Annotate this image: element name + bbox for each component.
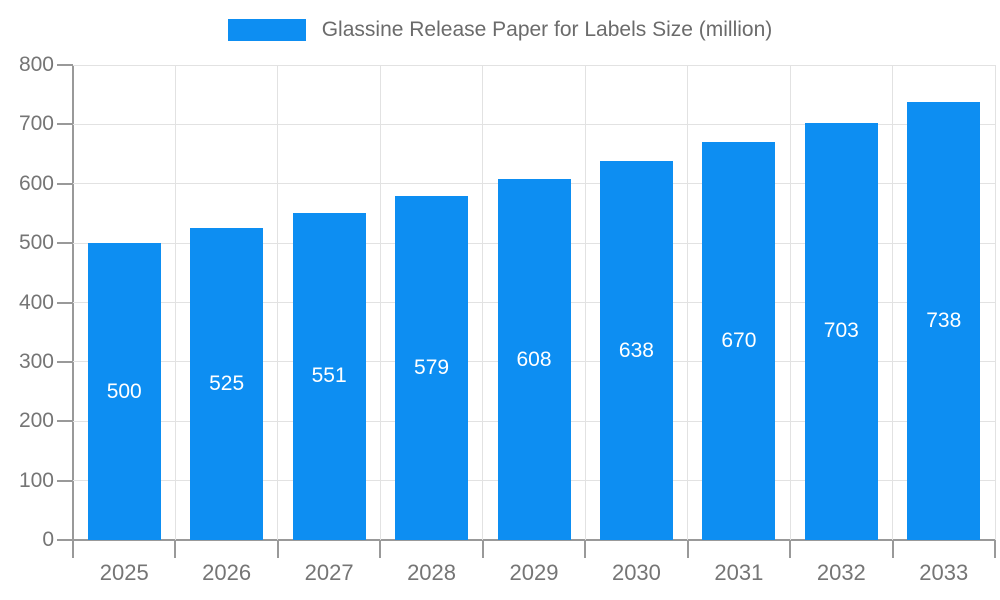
x-tick-label-2032: 2032 — [816, 560, 866, 585]
x-tick-3 — [379, 540, 382, 558]
x-tick-label-2031: 2031 — [714, 560, 764, 585]
legend-label: Glassine Release Paper for Labels Size (… — [321, 18, 773, 41]
bar-2033[interactable] — [907, 101, 981, 540]
bar-2031[interactable] — [702, 142, 776, 540]
bar-2032[interactable] — [804, 122, 878, 540]
gridline-x-5 — [584, 65, 586, 540]
y-tick-label-500: 500 — [18, 231, 54, 255]
gridline-x-6 — [687, 65, 689, 540]
y-tick-700 — [57, 123, 73, 126]
y-tick-300 — [57, 360, 73, 363]
x-tick-4 — [481, 540, 484, 558]
bar-2027[interactable] — [292, 212, 366, 540]
x-tick-label-2029: 2029 — [509, 560, 559, 585]
x-tick-8 — [891, 540, 894, 558]
x-axis-line — [62, 539, 995, 541]
y-tick-label-100: 100 — [18, 468, 54, 492]
y-tick-label-400: 400 — [18, 290, 54, 314]
y-tick-label-300: 300 — [18, 349, 54, 373]
y-tick-400 — [57, 301, 73, 304]
y-tick-label-600: 600 — [18, 171, 54, 195]
bar-value-label-2033: 738 — [926, 308, 962, 332]
bar-value-label-2028: 579 — [414, 356, 450, 380]
gridline-x-2 — [277, 65, 279, 540]
x-tick-label-2028: 2028 — [407, 560, 457, 585]
bar-value-label-2032: 703 — [823, 319, 859, 343]
gridline-y-700 — [73, 123, 995, 125]
bar-value-label-2031: 670 — [721, 329, 757, 353]
y-tick-200 — [57, 420, 73, 423]
gridline-y-800 — [73, 64, 995, 66]
gridline-x-9 — [994, 65, 996, 540]
y-tick-600 — [57, 182, 73, 185]
x-axis-labels: 2025 2026 2027 2028 2029 2030 2031 2032 2033 — [73, 558, 995, 592]
gridline-x-3 — [379, 65, 381, 540]
x-tick-label-2026: 2026 — [202, 560, 252, 585]
y-axis-labels: 0 100 200 300 400 500 600 700 800 — [0, 53, 54, 551]
bar-value-label-2026: 525 — [209, 372, 245, 396]
y-tick-label-0: 0 — [42, 528, 54, 551]
gridline-x-1 — [174, 65, 176, 540]
y-tick-0 — [57, 539, 73, 541]
x-tick-6 — [686, 540, 689, 558]
bar-2028[interactable] — [395, 196, 469, 540]
y-tick-label-800: 800 — [18, 53, 54, 76]
x-tick-5 — [584, 540, 587, 558]
bar-2030[interactable] — [599, 161, 673, 540]
legend-swatch-icon — [227, 19, 306, 41]
legend[interactable]: Glassine Release Paper for Labels Size (… — [0, 18, 1000, 42]
bar-2026[interactable] — [190, 228, 264, 540]
y-tick-100 — [57, 479, 73, 482]
gridline-x-8 — [892, 65, 894, 540]
x-tick-9 — [994, 540, 996, 558]
bar-2029[interactable] — [497, 179, 571, 540]
bar-value-label-2025: 500 — [106, 379, 142, 403]
bar-value-label-2027: 551 — [311, 364, 347, 388]
plot-area: 500 525 551 579 608 638 670 703 738 — [73, 64, 996, 540]
x-tick-7 — [789, 540, 792, 558]
x-tick-label-2025: 2025 — [99, 560, 149, 585]
bar-value-label-2030: 638 — [618, 338, 654, 362]
x-tick-label-2033: 2033 — [919, 560, 969, 585]
x-tick-label-2030: 2030 — [611, 560, 661, 585]
y-axis-line — [72, 65, 74, 558]
x-tick-2 — [276, 540, 279, 558]
bar-value-label-2029: 608 — [516, 347, 552, 371]
gridline-x-4 — [482, 65, 484, 540]
bar-2025[interactable] — [87, 243, 161, 540]
gridline-x-7 — [789, 65, 791, 540]
y-tick-500 — [57, 242, 73, 245]
y-tick-label-700: 700 — [18, 112, 54, 136]
y-tick-800 — [57, 64, 73, 66]
x-tick-label-2027: 2027 — [304, 560, 354, 585]
y-tick-label-200: 200 — [18, 409, 54, 433]
x-tick-1 — [174, 540, 177, 558]
